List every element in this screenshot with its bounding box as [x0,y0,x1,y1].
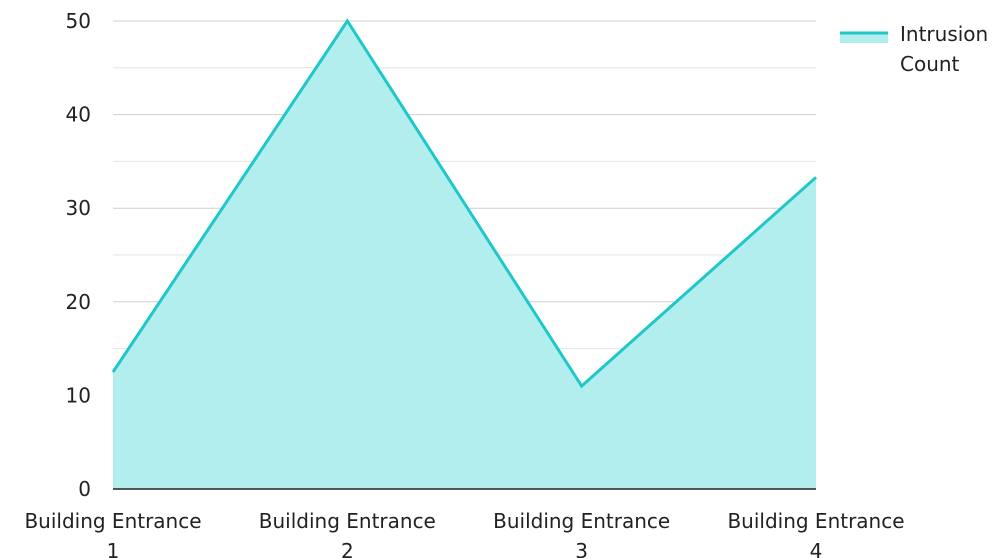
series-area-layer [111,18,817,489]
x-tick-label-line: Building Entrance [493,509,670,533]
y-tick-label: 40 [66,103,91,127]
x-tick-label-line: Building Entrance [259,509,436,533]
series-line [111,18,817,389]
y-tick-label: 30 [66,196,91,220]
x-tick-label-line: Building Entrance [727,509,904,533]
x-tick-label-line: 3 [575,539,588,558]
x-tick-label-line: 4 [810,539,823,558]
x-tick-label: Building Entrance 3 [493,509,670,558]
x-tick-label: Building Entrance 4 [727,509,904,558]
x-tick-label-line: Building Entrance [24,509,201,533]
y-tick-label: 50 [66,9,91,33]
series-area-fill [113,21,816,489]
legend: Intrusion Count [840,22,988,76]
x-tick-label: Building Entrance 1 [24,509,201,558]
x-tick-label: Building Entrance 2 [259,509,436,558]
x-tick-label-line: 1 [107,539,120,558]
y-tick-label: 10 [66,383,91,407]
legend-label: Count [900,52,960,76]
legend-swatch-fill [840,33,888,43]
y-tick-label: 0 [78,477,91,501]
legend-label: Intrusion [900,22,988,46]
y-tick-labels: 0 10 20 30 40 50 [66,9,91,501]
y-tick-label: 20 [66,290,91,314]
x-tick-label-line: 2 [341,539,354,558]
